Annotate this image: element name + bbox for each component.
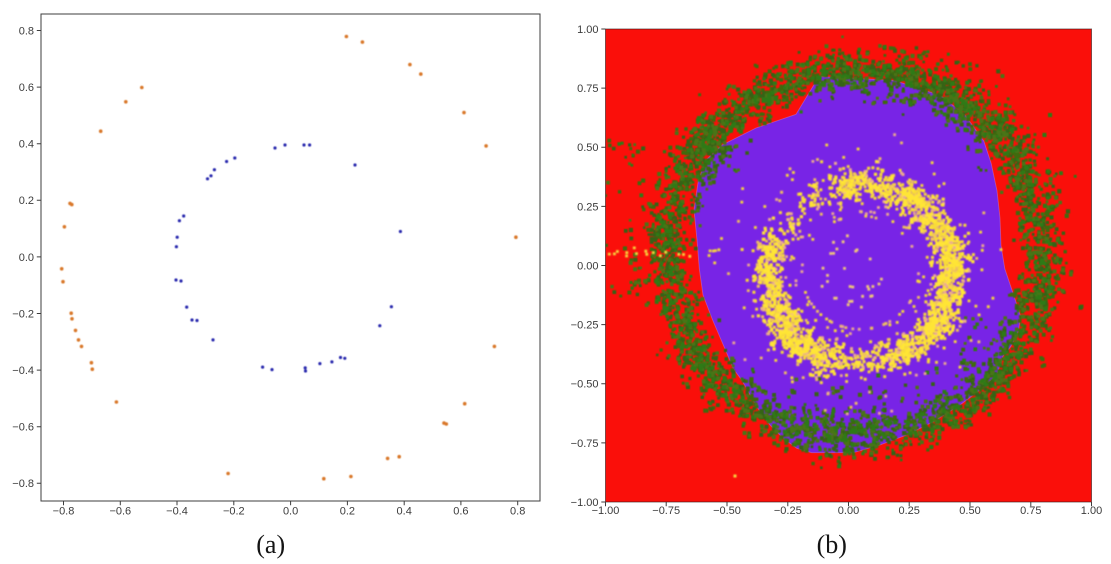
svg-text:0.2: 0.2	[19, 195, 34, 207]
svg-text:0.00: 0.00	[838, 505, 859, 517]
svg-text:−0.50: −0.50	[713, 505, 741, 517]
svg-text:−0.8: −0.8	[12, 478, 34, 490]
svg-text:−0.50: −0.50	[571, 379, 599, 391]
svg-text:−0.8: −0.8	[53, 505, 75, 517]
svg-text:1.00: 1.00	[577, 24, 598, 36]
svg-text:0.8: 0.8	[510, 505, 525, 517]
svg-text:−0.25: −0.25	[774, 505, 802, 517]
svg-text:0.00: 0.00	[577, 260, 598, 272]
svg-text:(b): (b)	[817, 530, 847, 559]
svg-text:−0.2: −0.2	[223, 505, 245, 517]
svg-text:0.75: 0.75	[577, 83, 598, 95]
svg-text:(a): (a)	[256, 530, 285, 559]
svg-text:0.4: 0.4	[19, 139, 34, 151]
svg-text:−0.4: −0.4	[12, 365, 34, 377]
svg-text:0.8: 0.8	[19, 25, 34, 37]
svg-text:0.75: 0.75	[1020, 505, 1041, 517]
svg-text:−1.00: −1.00	[571, 497, 599, 509]
svg-text:−0.6: −0.6	[109, 505, 131, 517]
svg-text:−0.2: −0.2	[12, 308, 34, 320]
svg-text:0.0: 0.0	[19, 252, 34, 264]
svg-text:1.00: 1.00	[1081, 505, 1102, 517]
svg-text:0.2: 0.2	[340, 505, 355, 517]
svg-text:−0.75: −0.75	[571, 438, 599, 450]
svg-text:−0.75: −0.75	[652, 505, 680, 517]
svg-text:−0.25: −0.25	[571, 320, 599, 332]
svg-text:0.0: 0.0	[283, 505, 298, 517]
svg-text:−0.6: −0.6	[12, 422, 34, 434]
svg-text:0.6: 0.6	[19, 82, 34, 94]
svg-text:0.50: 0.50	[577, 142, 598, 154]
svg-text:0.50: 0.50	[959, 505, 980, 517]
svg-text:−1.00: −1.00	[592, 505, 620, 517]
svg-text:−0.4: −0.4	[166, 505, 188, 517]
svg-text:0.25: 0.25	[577, 201, 598, 213]
svg-text:0.4: 0.4	[397, 505, 412, 517]
svg-text:0.6: 0.6	[453, 505, 468, 517]
svg-text:0.25: 0.25	[898, 505, 919, 517]
